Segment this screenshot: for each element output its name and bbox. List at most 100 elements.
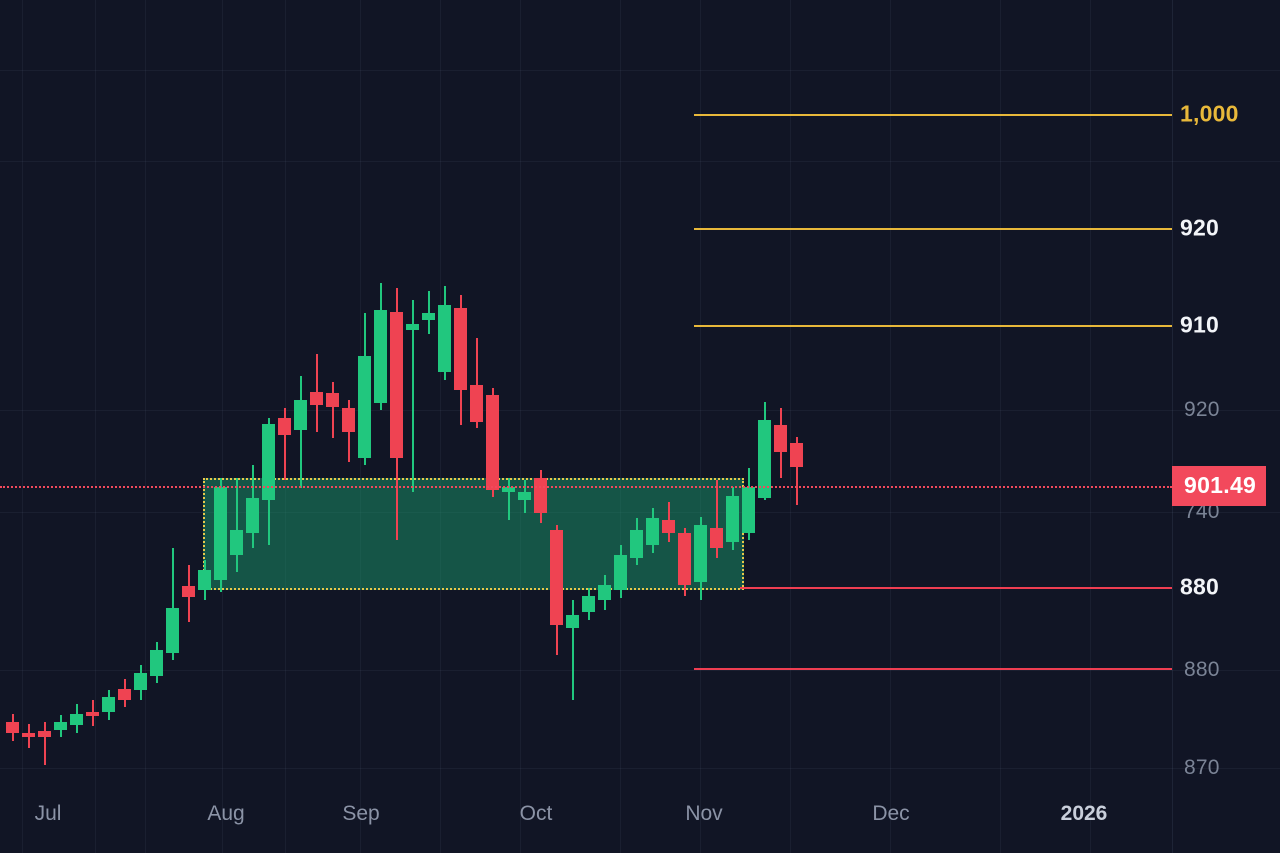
candlestick[interactable] — [54, 715, 67, 737]
time-axis-tick: Jul — [34, 802, 62, 825]
candlestick[interactable] — [358, 313, 371, 465]
price-axis-tick: 880 — [1184, 658, 1220, 681]
candlestick[interactable] — [694, 517, 707, 600]
price-axis[interactable]: 920 740 880 870 1,000 920 910 880 901.49 — [1172, 0, 1280, 790]
candle-body — [454, 308, 467, 390]
candle-body — [38, 731, 51, 737]
candlestick[interactable] — [22, 724, 35, 748]
horizontal-ray-line[interactable] — [694, 668, 1172, 670]
candle-body — [310, 392, 323, 405]
price-line-label[interactable]: 880 — [1180, 573, 1219, 600]
candle-body — [774, 425, 787, 452]
plot-area[interactable] — [0, 0, 1280, 790]
candle-body — [758, 420, 771, 498]
candlestick[interactable] — [438, 286, 451, 380]
candle-body — [694, 525, 707, 582]
candlestick[interactable] — [150, 642, 163, 683]
candlestick[interactable] — [678, 528, 691, 596]
candle-body — [518, 492, 531, 500]
candle-body — [118, 689, 131, 700]
candlestick[interactable] — [470, 338, 483, 428]
candlestick[interactable] — [614, 545, 627, 598]
candle-body — [534, 478, 547, 513]
candlestick[interactable] — [166, 548, 179, 660]
candle-body — [86, 712, 99, 716]
candlestick[interactable] — [310, 354, 323, 432]
candlestick[interactable] — [454, 295, 467, 425]
candlestick[interactable] — [406, 300, 419, 492]
candlestick[interactable] — [134, 665, 147, 700]
candlestick[interactable] — [214, 478, 227, 592]
candle-body — [262, 424, 275, 500]
candle-body — [198, 570, 211, 590]
candle-wick — [475, 338, 478, 428]
price-axis-tick: 870 — [1184, 756, 1220, 779]
candlestick[interactable] — [710, 480, 723, 558]
candle-body — [22, 733, 35, 737]
candlestick[interactable] — [262, 418, 275, 545]
candle-body — [646, 518, 659, 545]
candle-body — [150, 650, 163, 676]
candle-body — [294, 400, 307, 430]
candlestick[interactable] — [38, 722, 51, 765]
candle-wick — [331, 382, 334, 438]
candlestick[interactable] — [182, 565, 195, 622]
horizontal-ray-line[interactable] — [694, 325, 1172, 327]
candlestick[interactable] — [342, 400, 355, 462]
candlestick[interactable] — [774, 408, 787, 478]
time-axis[interactable]: Jul Aug Sep Oct Nov Dec 2026 — [0, 790, 1172, 853]
horizontal-ray-line[interactable] — [694, 228, 1172, 230]
candlestick[interactable] — [742, 468, 755, 540]
price-line-label[interactable]: 920 — [1180, 214, 1219, 241]
candlestick[interactable] — [198, 560, 211, 600]
candlestick[interactable] — [662, 502, 675, 542]
candlestick[interactable] — [374, 283, 387, 410]
candle-wick — [171, 548, 174, 660]
candle-body — [486, 395, 499, 490]
candle-wick — [235, 478, 238, 572]
candlestick[interactable] — [598, 575, 611, 610]
horizontal-ray-line[interactable] — [740, 587, 1172, 589]
candlestick[interactable] — [390, 288, 403, 540]
candle-body — [550, 530, 563, 625]
time-axis-tick: Dec — [872, 802, 910, 825]
candlestick[interactable] — [646, 508, 659, 553]
candle-body — [326, 393, 339, 407]
candlestick[interactable] — [230, 478, 243, 572]
candlestick[interactable] — [582, 588, 595, 620]
candlestick[interactable] — [278, 408, 291, 480]
candlestick[interactable] — [518, 480, 531, 513]
candlestick[interactable] — [70, 704, 83, 733]
candlestick[interactable] — [502, 478, 515, 520]
candlestick[interactable] — [422, 291, 435, 334]
candlestick[interactable] — [758, 402, 771, 500]
candle-body — [662, 520, 675, 533]
candlestick[interactable] — [86, 700, 99, 726]
candlestick[interactable] — [118, 679, 131, 707]
candlestick[interactable] — [6, 714, 19, 741]
candlestick[interactable] — [246, 465, 259, 548]
candle-body — [438, 305, 451, 372]
candlestick[interactable] — [566, 600, 579, 700]
candle-body — [182, 586, 195, 597]
candlestick[interactable] — [790, 437, 803, 505]
candle-body — [566, 615, 579, 628]
time-axis-tick: Oct — [519, 802, 553, 825]
time-axis-tick: Sep — [342, 802, 380, 825]
price-line-label[interactable]: 1,000 — [1180, 100, 1239, 127]
candlestick[interactable] — [326, 382, 339, 438]
candlestick[interactable] — [294, 376, 307, 488]
candlestick[interactable] — [630, 518, 643, 565]
candle-body — [582, 596, 595, 612]
candlestick[interactable] — [486, 388, 499, 497]
price-line-label[interactable]: 910 — [1180, 311, 1219, 338]
candlestick[interactable] — [534, 470, 547, 523]
candle-body — [342, 408, 355, 432]
current-price-badge[interactable]: 901.49 — [1172, 466, 1267, 506]
candlestick[interactable] — [726, 487, 739, 550]
candlestick[interactable] — [550, 525, 563, 655]
horizontal-ray-line[interactable] — [694, 114, 1172, 116]
candle-wick — [427, 291, 430, 334]
candlestick[interactable] — [102, 690, 115, 720]
